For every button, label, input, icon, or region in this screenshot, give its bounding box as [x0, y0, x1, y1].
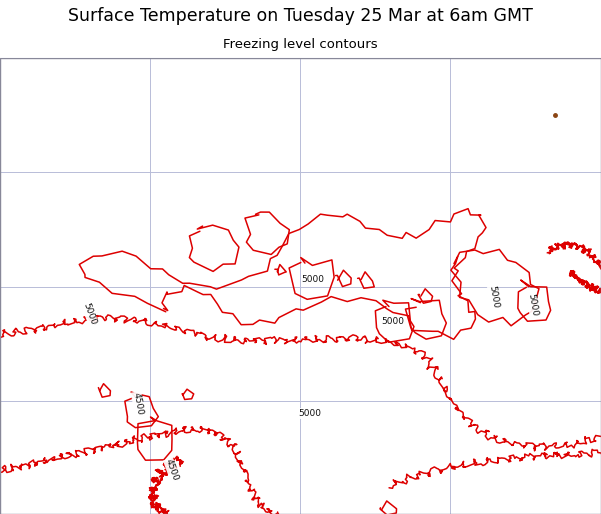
Text: 4500: 4500: [132, 392, 144, 416]
Text: 5000: 5000: [382, 317, 404, 326]
Text: 5000: 5000: [82, 302, 98, 327]
Text: 5000: 5000: [302, 275, 325, 284]
Text: 5000: 5000: [526, 292, 540, 317]
Text: 5000: 5000: [299, 409, 322, 418]
Text: Freezing level contours: Freezing level contours: [223, 38, 378, 51]
Text: Surface Temperature on Tuesday 25 Mar at 6am GMT: Surface Temperature on Tuesday 25 Mar at…: [68, 7, 533, 25]
Text: 4500: 4500: [164, 458, 180, 483]
Text: 5000: 5000: [487, 284, 501, 308]
